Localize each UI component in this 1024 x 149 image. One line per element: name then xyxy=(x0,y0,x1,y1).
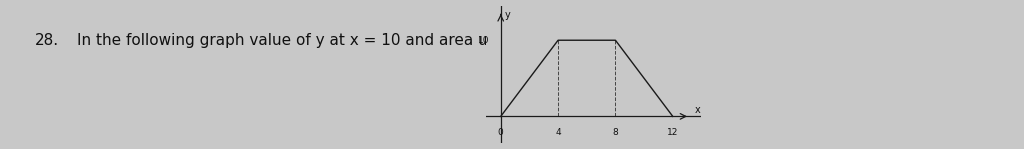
Text: 8: 8 xyxy=(612,128,618,137)
Text: 4: 4 xyxy=(555,128,561,137)
Text: 10: 10 xyxy=(478,36,489,45)
Text: x: x xyxy=(694,105,700,115)
Text: 28.: 28. xyxy=(35,33,58,48)
Text: y: y xyxy=(505,10,511,20)
Text: 12: 12 xyxy=(667,128,679,137)
Text: In the following graph value of y at x = 10 and area under curve upto x = 10.: In the following graph value of y at x =… xyxy=(77,33,671,48)
Text: 0: 0 xyxy=(498,128,504,137)
